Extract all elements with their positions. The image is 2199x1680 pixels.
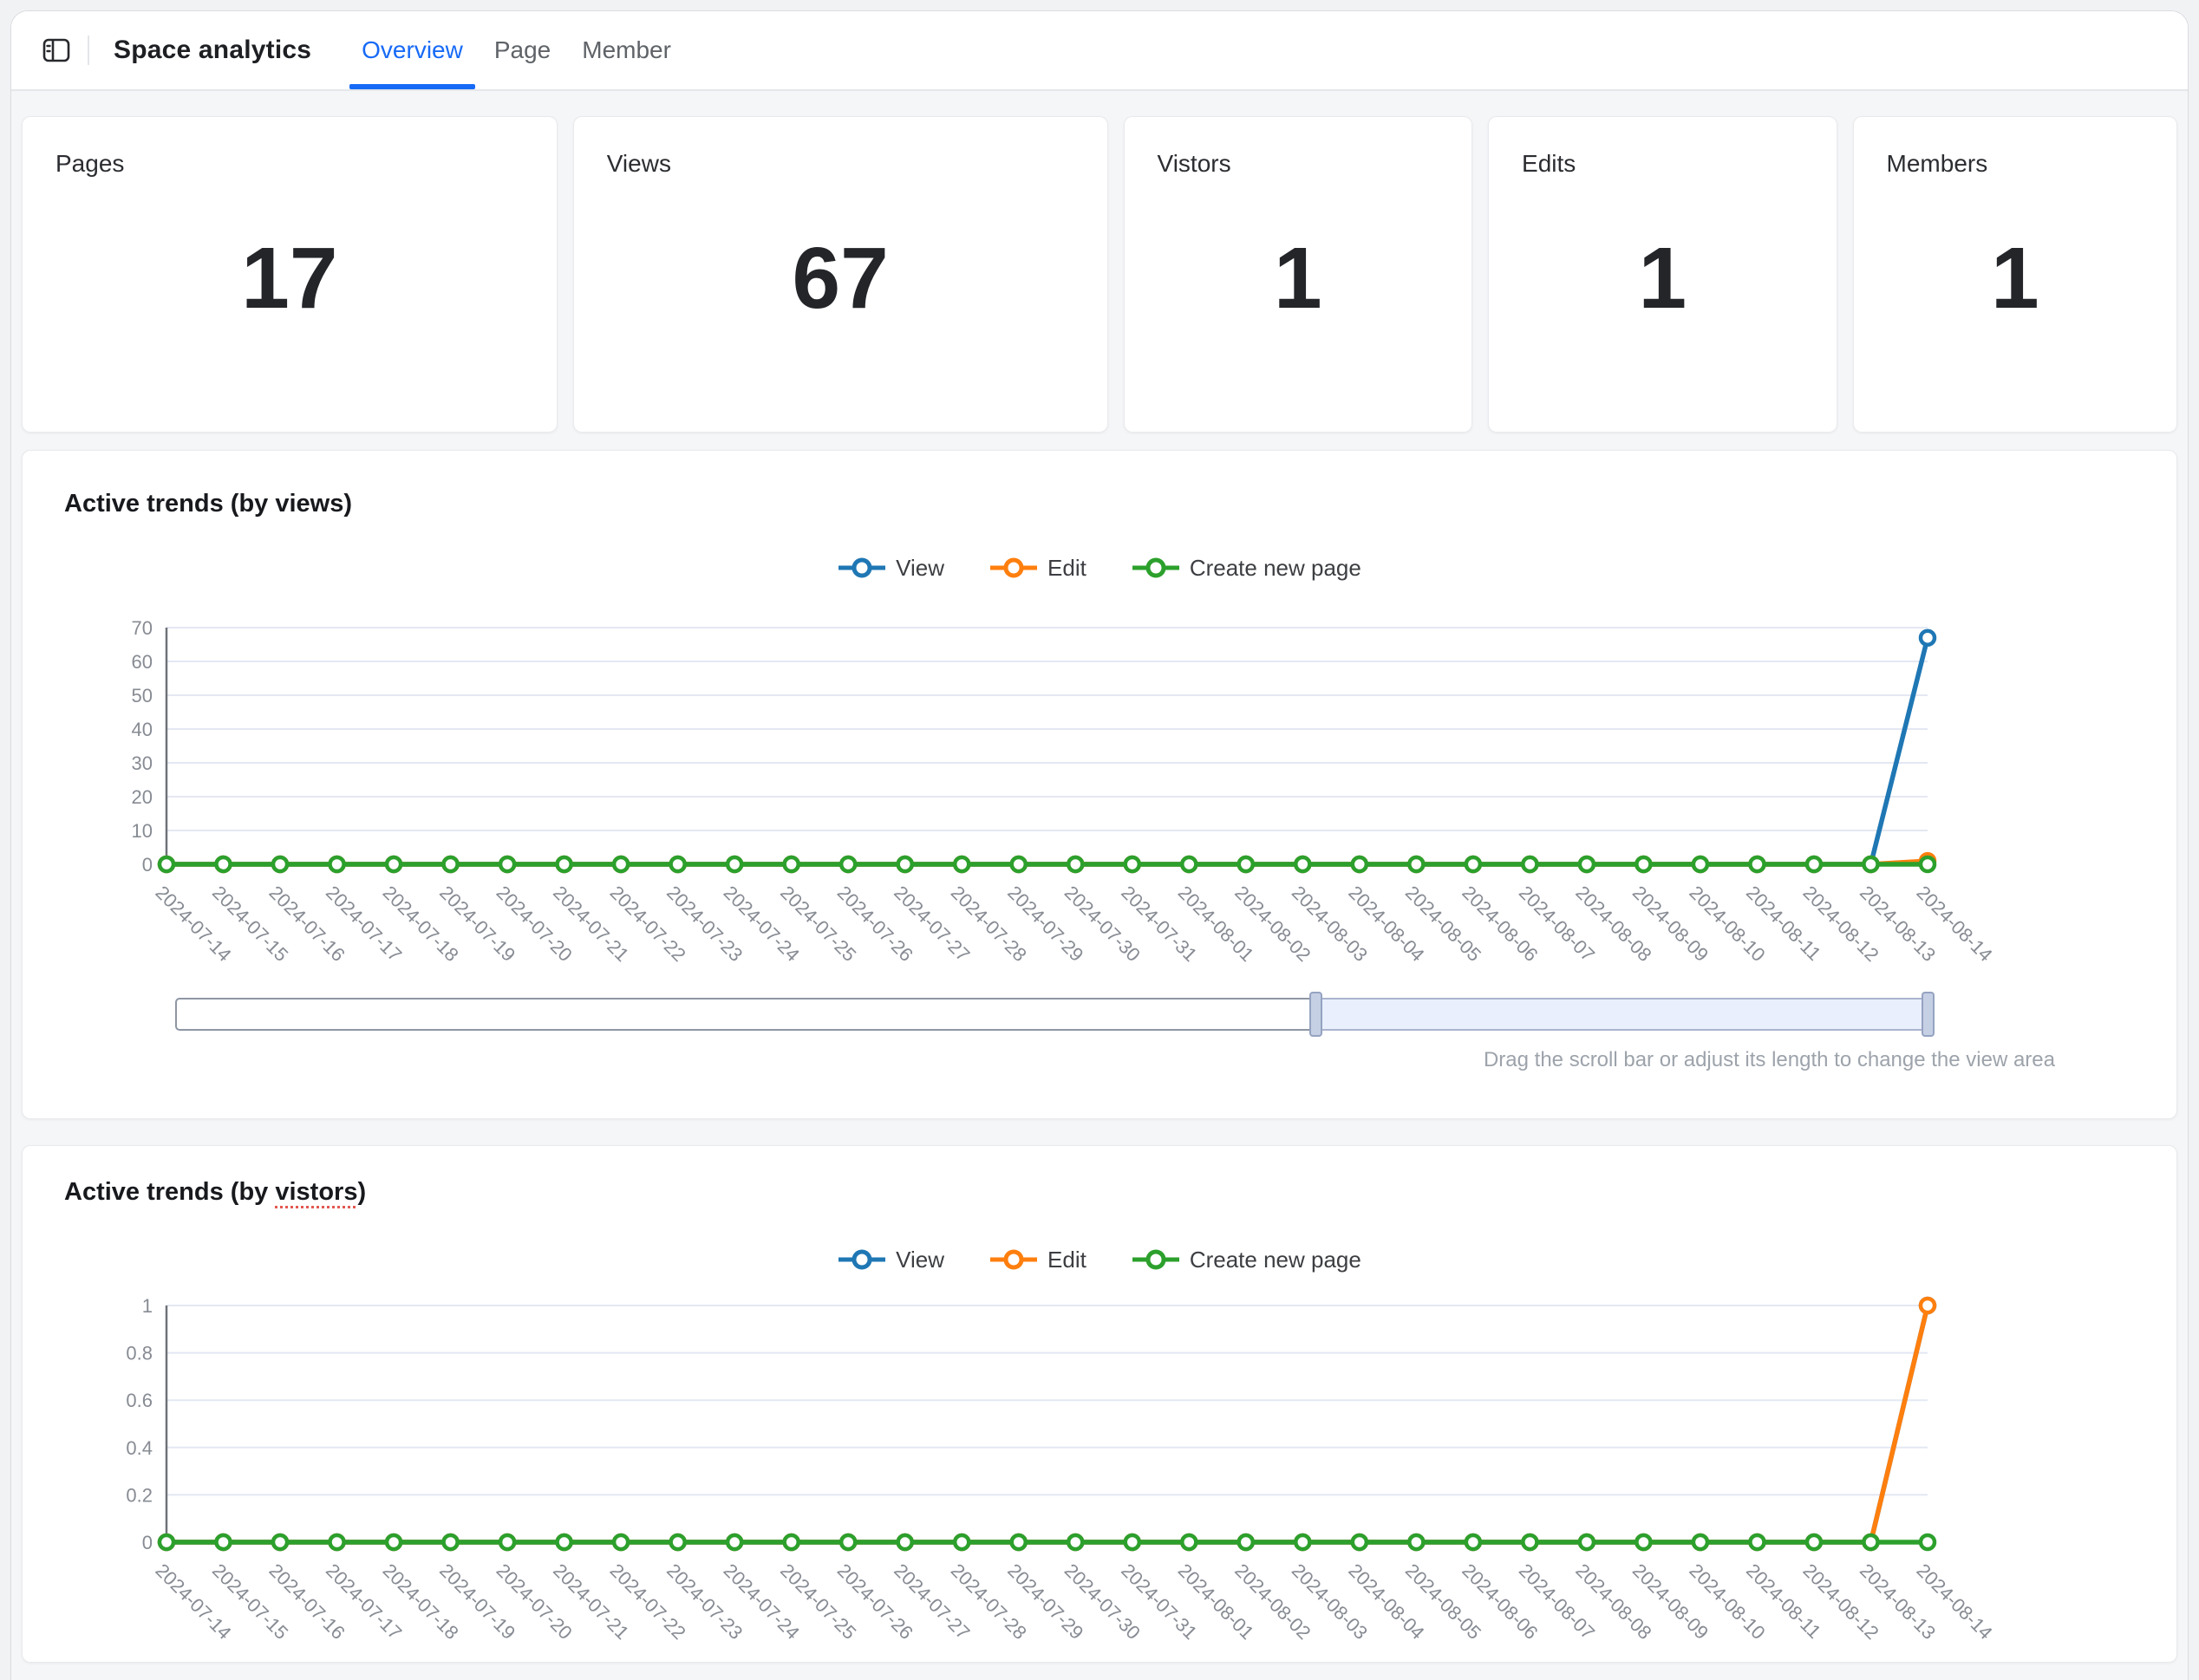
stat-label: Pages (55, 150, 125, 177)
zoom-scrollbar-left-handle[interactable] (1308, 992, 1322, 1037)
svg-text:70: 70 (132, 617, 153, 639)
chart-legend: View Edit Create new page (23, 553, 2176, 583)
stat-value: 67 (792, 230, 889, 327)
views-trend-line-chart: 0102030405060702024-07-142024-07-152024-… (132, 617, 1997, 966)
svg-text:0.8: 0.8 (126, 1343, 153, 1364)
stat-value: 1 (1990, 230, 2039, 327)
legend-item-edit[interactable]: Edit (989, 1247, 1086, 1273)
chart-title-misspelled-word: vistors (275, 1178, 358, 1206)
legend-label: View (896, 554, 945, 581)
header-divider (88, 36, 89, 65)
legend-label: Edit (1047, 1246, 1086, 1273)
zoom-scrollbar-hint: Drag the scroll bar or adjust its length… (1483, 1048, 2055, 1071)
chart-card-vistors-trend: Active trends (by vistors) View Edit Creat… (22, 1145, 2177, 1663)
svg-text:40: 40 (132, 719, 153, 740)
stat-label: Views (606, 150, 671, 177)
page-title: Space analytics (114, 36, 312, 64)
legend-label: Create new page (1189, 1246, 1361, 1273)
legend-line-marker-icon (838, 1249, 886, 1270)
stat-label: Edits (1522, 150, 1576, 177)
stat-label: Vistors (1157, 150, 1231, 177)
svg-text:0.2: 0.2 (126, 1484, 153, 1506)
svg-text:0.6: 0.6 (126, 1390, 153, 1411)
chart-title-suffix: ) (357, 1178, 367, 1206)
svg-text:10: 10 (132, 820, 153, 842)
legend-line-marker-icon (990, 1249, 1038, 1270)
stat-card-vistors: Vistors 1 (1123, 116, 1473, 433)
legend-item-view[interactable]: View (838, 555, 944, 582)
tab-label: Overview (362, 36, 463, 63)
legend-line-marker-icon (838, 557, 886, 578)
chart-card-views-trend: Active trends (by views) View Edit Create … (22, 450, 2177, 1119)
svg-text:0: 0 (142, 854, 153, 876)
tab-overview[interactable]: Overview (346, 11, 479, 89)
tab-member[interactable]: Member (566, 11, 687, 89)
sidebar-toggle-button[interactable] (37, 31, 75, 69)
svg-text:60: 60 (132, 651, 153, 673)
tabs: Overview Page Member (346, 11, 687, 89)
tab-label: Page (493, 36, 551, 63)
content-area: Pages 17 Views 67 Vistors 1 Edits 1 Memb… (11, 91, 2188, 1680)
zoom-scrollbar-track[interactable] (175, 992, 1935, 1037)
stat-value: 17 (241, 230, 338, 327)
legend-item-create-new-page[interactable]: Create new page (1132, 555, 1361, 582)
main-panel: Space analytics Overview Page Member Pages… (10, 10, 2189, 1680)
vistors-trend-line-chart: 00.20.40.60.812024-07-142024-07-152024-0… (126, 1295, 1996, 1644)
legend-label: Create new page (1189, 554, 1361, 581)
svg-text:30: 30 (132, 752, 153, 774)
stat-value: 1 (1638, 230, 1687, 327)
stat-card-edits: Edits 1 (1488, 116, 1837, 433)
stat-card-members: Members 1 (1852, 116, 2177, 433)
tab-label: Member (582, 36, 671, 63)
zoom-scrollbar-selection[interactable] (1308, 992, 1935, 1037)
legend-line-marker-icon (1132, 1249, 1179, 1270)
svg-text:0: 0 (142, 1532, 153, 1553)
svg-text:0.4: 0.4 (126, 1437, 153, 1459)
legend-label: View (896, 1246, 945, 1273)
legend-label: Edit (1047, 554, 1086, 581)
stats-row: Pages 17 Views 67 Vistors 1 Edits 1 Memb… (22, 116, 2177, 433)
chart-title-prefix: Active trends (by (64, 1178, 276, 1206)
legend-line-marker-icon (990, 557, 1038, 578)
zoom-scrollbar (23, 992, 2176, 1037)
chart-legend: View Edit Create new page (23, 1245, 2176, 1274)
chart-title: Active trends (by vistors) (23, 1177, 2176, 1207)
stat-value: 1 (1273, 230, 1322, 327)
header: Space analytics Overview Page Member (11, 11, 2188, 91)
stat-label: Members (1886, 150, 1988, 177)
sidebar-toggle-icon (42, 38, 70, 62)
stat-card-pages: Pages 17 (22, 116, 558, 433)
tab-page[interactable]: Page (479, 11, 566, 89)
chart-title: Active trends (by views) (64, 490, 352, 518)
legend-line-marker-icon (1132, 557, 1179, 578)
svg-text:20: 20 (132, 786, 153, 808)
svg-text:1: 1 (142, 1295, 153, 1317)
svg-text:50: 50 (132, 685, 153, 707)
legend-item-view[interactable]: View (838, 1247, 944, 1273)
stat-card-views: Views 67 (572, 116, 1108, 433)
legend-item-edit[interactable]: Edit (989, 555, 1086, 582)
zoom-scrollbar-right-handle[interactable] (1921, 992, 1935, 1037)
legend-item-create-new-page[interactable]: Create new page (1132, 1247, 1361, 1273)
